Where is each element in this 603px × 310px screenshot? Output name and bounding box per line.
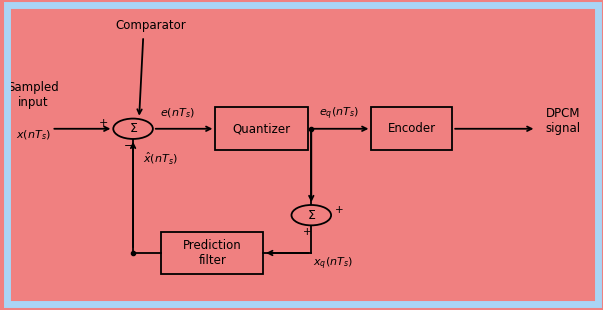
- Bar: [371, 107, 452, 150]
- Text: +: +: [99, 118, 109, 128]
- Text: Comparator: Comparator: [116, 19, 186, 32]
- Text: Quantizer: Quantizer: [233, 122, 291, 135]
- Text: $\Sigma$: $\Sigma$: [307, 209, 316, 222]
- Text: +: +: [335, 205, 343, 215]
- Text: Encoder: Encoder: [388, 122, 436, 135]
- Text: Prediction
filter: Prediction filter: [183, 239, 242, 267]
- Text: $x_q(nT_s)$: $x_q(nT_s)$: [313, 255, 353, 272]
- Bar: [215, 107, 308, 150]
- Text: $e(nT_s)$: $e(nT_s)$: [160, 107, 195, 120]
- Text: +: +: [303, 227, 312, 237]
- Text: Sampled
input: Sampled input: [8, 81, 59, 109]
- Text: $\hat{x}(nT_s)$: $\hat{x}(nT_s)$: [144, 150, 178, 166]
- Text: DPCM
signal: DPCM signal: [546, 107, 581, 135]
- Text: $e_q(nT_s)$: $e_q(nT_s)$: [320, 105, 359, 122]
- Circle shape: [291, 205, 331, 225]
- Text: $x(nT_s)$: $x(nT_s)$: [16, 128, 51, 142]
- Circle shape: [113, 119, 153, 139]
- Bar: [161, 232, 264, 274]
- Text: $\Sigma$: $\Sigma$: [128, 122, 137, 135]
- Text: −: −: [124, 141, 133, 151]
